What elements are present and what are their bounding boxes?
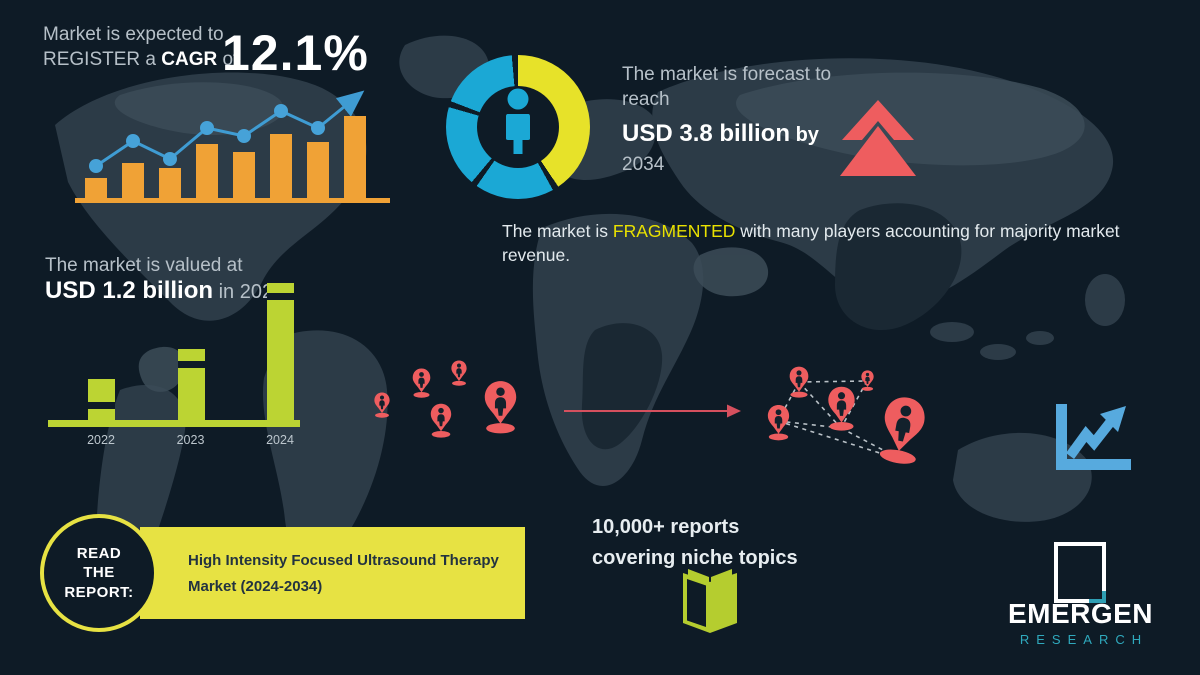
bar <box>307 142 329 198</box>
axis-tick-label: 2023 <box>176 433 205 447</box>
fragmented-keyword: FRAGMENTED <box>612 221 736 241</box>
data-point <box>237 129 251 143</box>
data-point <box>274 104 288 118</box>
cagr-bar-chart <box>75 85 390 203</box>
report-title-line1: High Intensity Focused Ultrasound Therap… <box>188 551 499 569</box>
forecast-year: 2034 <box>622 153 665 175</box>
forecast-line1: The market is forecast to <box>622 64 832 85</box>
reports-caption: 10,000+ reports covering niche topics <box>592 516 798 569</box>
cagr-value: 12.1% <box>222 25 369 81</box>
axis-tick-label: 2022 <box>87 433 115 447</box>
bar-stripe <box>177 361 205 368</box>
forecast-caption: The market is forecast to reach USD 3.8 … <box>622 62 831 177</box>
bar <box>122 163 144 198</box>
data-point <box>89 159 103 173</box>
read-the-report-button[interactable]: READ THE REPORT: <box>40 514 158 632</box>
chart-baseline <box>75 198 390 203</box>
report-title-banner[interactable]: High Intensity Focused Ultrasound Therap… <box>140 527 525 619</box>
bar-stripe <box>267 293 294 300</box>
person-icon <box>506 88 530 154</box>
bar <box>88 379 115 420</box>
data-point <box>163 152 177 166</box>
forecast-value: USD 3.8 billion by <box>622 120 819 148</box>
growth-chart-icon <box>1056 404 1131 470</box>
bar <box>344 116 366 198</box>
market-share-donut-chart <box>446 55 590 199</box>
double-up-arrow-icon <box>840 100 916 176</box>
report-title-line2: Market (2024-2034) <box>188 577 323 595</box>
cagr-caption: Market is expected to REGISTER a CAGR of <box>43 24 239 71</box>
bar <box>267 283 294 420</box>
bar <box>196 144 218 198</box>
cagr-line1: Market is expected to <box>43 24 224 45</box>
valuation-value: USD 1.2 billion in 2024 <box>45 277 285 304</box>
valuation-caption: The market is valued at <box>45 255 243 276</box>
emergen-logo-subtext: RESEARCH <box>1019 632 1149 647</box>
valuation-bar-chart: 2022 2023 2024 <box>48 278 300 448</box>
bar <box>177 349 205 420</box>
trend-line-arrow-icon <box>89 90 365 173</box>
forecast-line2: reach <box>622 89 670 111</box>
fragmented-statement: The market is FRAGMENTED with many playe… <box>502 221 1120 266</box>
bar <box>233 152 255 198</box>
open-book-icon <box>683 569 737 633</box>
data-point <box>200 121 214 135</box>
data-point <box>126 134 140 148</box>
bar <box>270 134 292 198</box>
emergen-logo-mark <box>1054 542 1106 603</box>
bar <box>85 178 107 198</box>
chart-baseline <box>48 420 300 427</box>
bar-stripe <box>88 402 115 409</box>
emergen-logo-text: EMERGEN <box>1007 598 1154 629</box>
donut-hole <box>477 86 559 168</box>
bar <box>159 168 181 198</box>
axis-tick-label: 2024 <box>266 433 294 447</box>
data-point <box>311 121 325 135</box>
cagr-keyword: CAGR <box>161 49 218 71</box>
